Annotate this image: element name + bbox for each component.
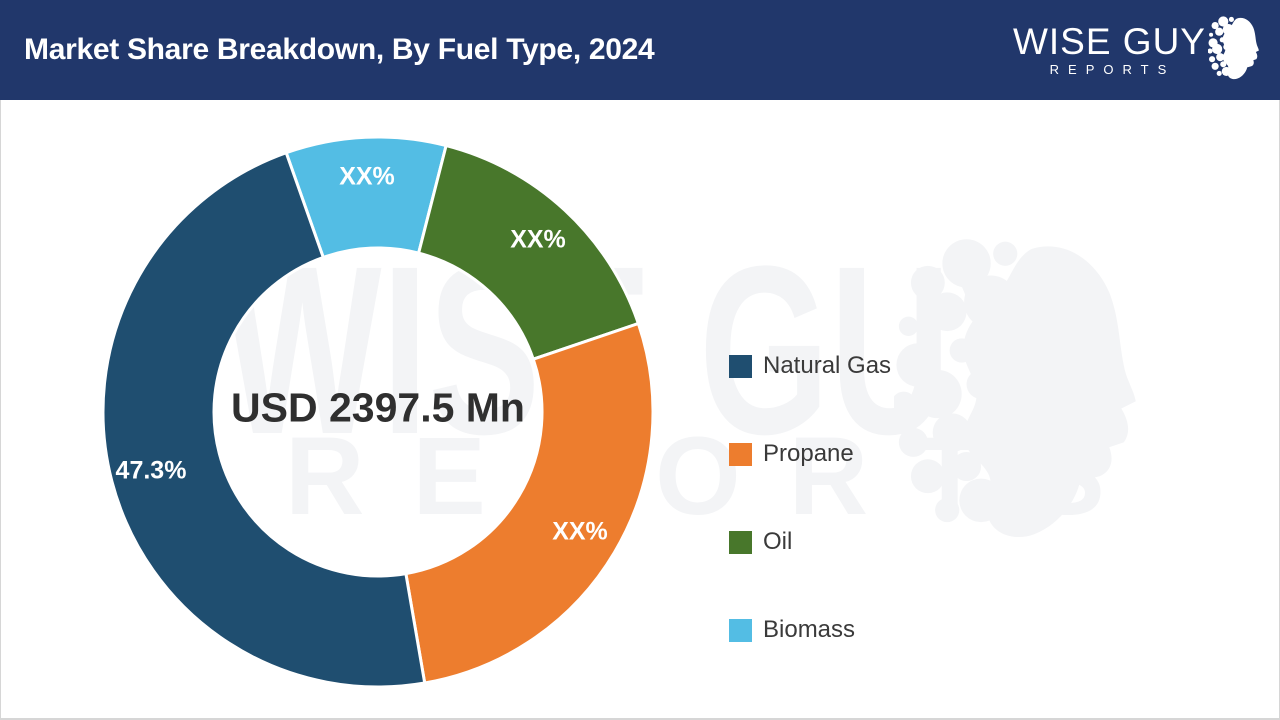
legend-swatch-biomass	[729, 618, 752, 642]
legend-swatch-oil	[729, 530, 752, 554]
watermark-face-icon	[894, 222, 1160, 566]
slice-value-label-propane: XX%	[552, 517, 608, 546]
brand-subname: REPORTS	[1049, 61, 1176, 77]
legend-label-biomass: Biomass	[763, 616, 856, 643]
slice-value-label-biomass: XX%	[339, 162, 395, 191]
brand-face-icon	[1208, 8, 1264, 90]
slice-value-label-oil: XX%	[510, 225, 566, 254]
chart-center-value: USD 2397.5 Mn	[231, 384, 525, 431]
donut-chart	[101, 135, 655, 689]
legend-item-natural-gas: Natural Gas	[729, 354, 891, 378]
legend-item-oil: Oil	[729, 530, 891, 554]
legend-swatch-propane	[729, 442, 752, 466]
donut-slice-natural-gas	[101, 151, 427, 689]
donut-slice-propane	[404, 321, 655, 685]
page-title: Market Share Breakdown, By Fuel Type, 20…	[24, 33, 655, 66]
chart-legend: Natural Gas Propane Oil Biomass	[729, 354, 891, 706]
legend-label-oil: Oil	[763, 528, 793, 555]
legend-item-propane: Propane	[729, 442, 891, 466]
brand-name: WISE GUY	[1012, 20, 1206, 62]
legend-swatch-natural-gas	[729, 354, 752, 378]
slice-value-label-natural-gas: 47.3%	[115, 456, 187, 485]
legend-label-propane: Propane	[763, 440, 854, 467]
brand-logo: WISE GUY REPORTS	[1013, 8, 1264, 90]
legend-label-natural-gas: Natural Gas	[763, 352, 892, 379]
chart-area: WISE GUY REPORTS XX% XX% XX% 47.3% USD 2397…	[0, 100, 1280, 720]
brand-logo-text: WISE GUY REPORTS	[1013, 23, 1206, 76]
header-bar: Market Share Breakdown, By Fuel Type, 20…	[0, 0, 1280, 100]
legend-item-biomass: Biomass	[729, 618, 891, 642]
